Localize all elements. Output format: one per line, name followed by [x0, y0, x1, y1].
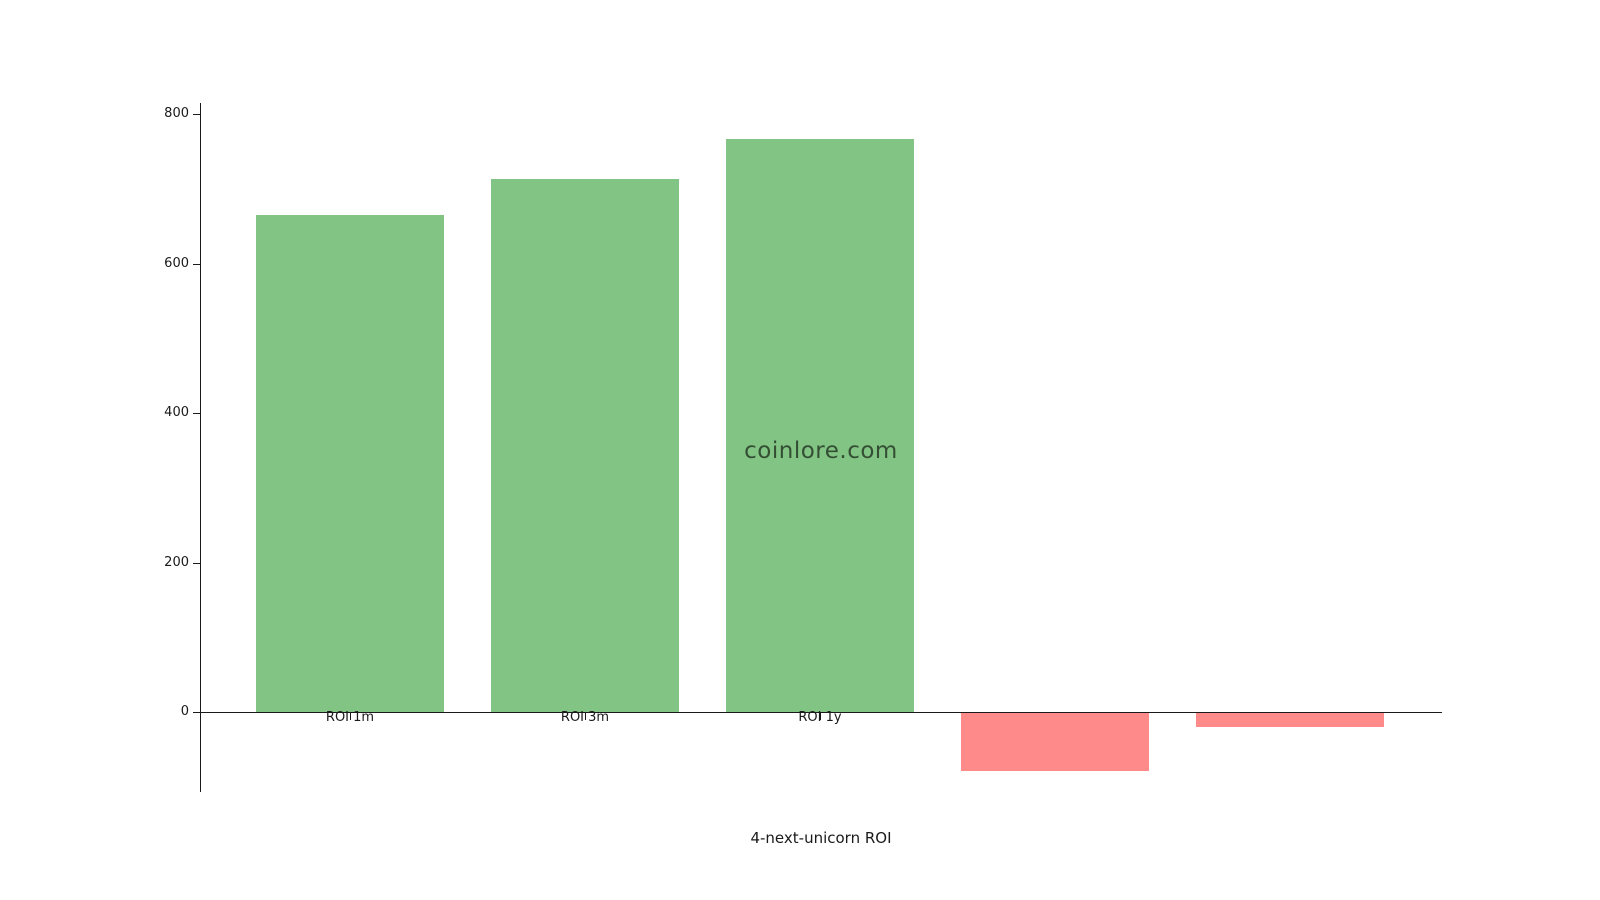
- x-tick-mark: [350, 713, 351, 721]
- x-tick-label: ROI 3m: [560, 710, 610, 726]
- bar: [726, 139, 914, 713]
- x-tick-label: ROI 1m: [325, 710, 375, 726]
- bar: [491, 179, 679, 713]
- y-axis-spine: [200, 103, 201, 792]
- y-tick-mark: [193, 563, 200, 564]
- y-tick-mark: [193, 264, 200, 265]
- chart-title: 4-next-unicorn ROI: [750, 829, 892, 847]
- bar: [256, 215, 444, 713]
- y-tick-mark: [193, 712, 200, 713]
- y-tick-mark: [193, 413, 200, 414]
- watermark-text: coinlore.com: [744, 438, 898, 464]
- y-tick-label: 200: [164, 555, 189, 570]
- x-tick-mark: [585, 713, 586, 721]
- y-tick-mark: [193, 114, 200, 115]
- y-tick-label: 800: [164, 106, 189, 121]
- y-tick-label: 600: [164, 256, 189, 271]
- bar: [961, 713, 1149, 771]
- y-tick-label: 0: [180, 704, 189, 719]
- x-tick-mark: [820, 713, 821, 721]
- x-axis-line: [200, 712, 1442, 713]
- x-tick-label: ROI 1y: [798, 710, 842, 726]
- bar: [1196, 713, 1384, 727]
- y-tick-label: 400: [164, 405, 189, 420]
